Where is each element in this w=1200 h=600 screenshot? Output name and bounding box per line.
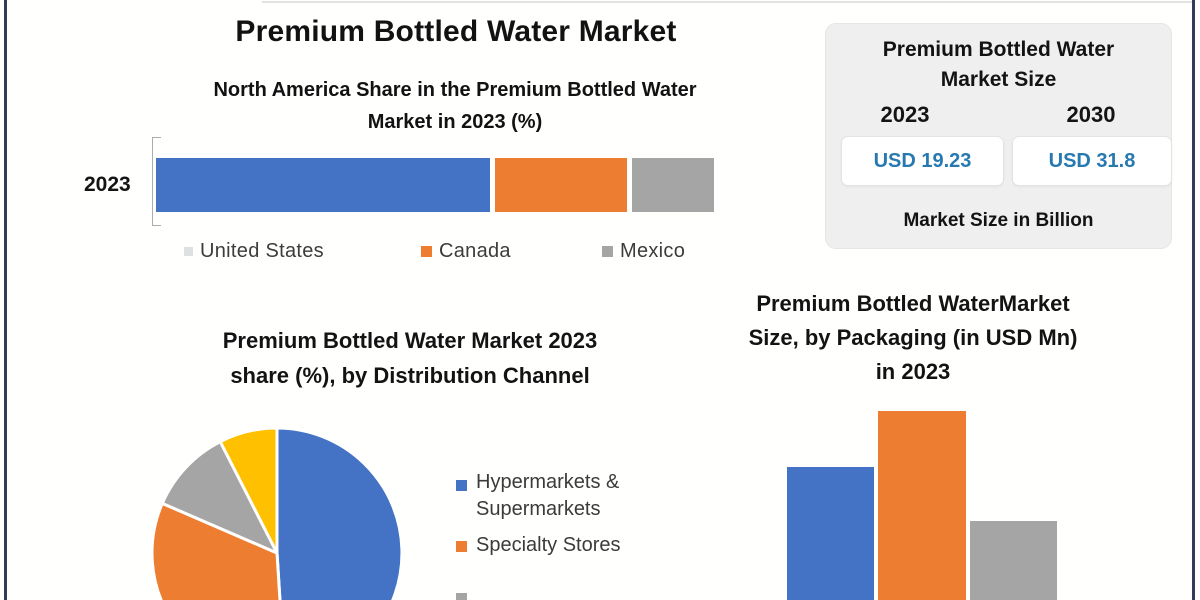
card-year-2030: 2030 xyxy=(1066,102,1116,127)
na-axis-line xyxy=(152,137,153,226)
pie-chart-title-line2: share (%), by Distribution Channel xyxy=(230,363,590,388)
card-value-2030: USD 31.8 xyxy=(1012,136,1172,186)
na-bar-segment-1 xyxy=(156,158,491,212)
na-bar-segment-3 xyxy=(631,158,714,212)
packaging-chart-title-line3: in 2023 xyxy=(875,359,951,384)
mexico-legend-marker xyxy=(602,245,613,257)
na-chart-title-line2: Market in 2023 (%) xyxy=(367,111,543,133)
card-year-2023: 2023 xyxy=(880,102,930,127)
packaging-chart-title-line1: Premium Bottled WaterMarket xyxy=(756,291,1070,316)
canada-legend-marker xyxy=(421,245,432,257)
top-crop-line xyxy=(262,1,1192,3)
market-size-card-title-line2: Market Size xyxy=(940,68,1057,91)
na-axis-tick-top xyxy=(152,137,161,138)
card-footnote: Market Size in Billion xyxy=(903,210,1094,231)
hypermarkets-legend-marker xyxy=(456,480,467,491)
na-axis-category-label: 2023 xyxy=(84,173,131,196)
page-title: Premium Bottled Water Market xyxy=(235,15,677,48)
na-bar-segment-2 xyxy=(495,158,627,212)
market-size-card-title-line1: Premium Bottled Water xyxy=(882,38,1115,61)
specialty-stores-legend-marker xyxy=(456,541,467,552)
left-border-line xyxy=(4,0,7,600)
pie-slice-4 xyxy=(218,426,279,555)
packaging-bar-1 xyxy=(787,467,874,600)
pie-chart-title-line1: Premium Bottled Water Market 2023 xyxy=(222,328,598,353)
distribution-pie xyxy=(150,426,404,600)
packaging-chart-title-line2: Size, by Packaging (in USD Mn) xyxy=(748,325,1078,350)
na-axis-tick-bottom xyxy=(152,225,161,226)
united-states-legend-label: United States xyxy=(200,239,324,262)
na-legend-item-mexico: Mexico xyxy=(602,240,685,262)
packaging-bar-3 xyxy=(970,521,1057,600)
hypermarkets-legend-label: Hypermarkets & Supermarkets xyxy=(476,471,620,520)
united-states-legend-marker xyxy=(184,246,193,256)
market-size-card: Premium Bottled Water Market Size 2023 2… xyxy=(825,23,1172,249)
na-legend-item-canada: Canada xyxy=(421,240,511,262)
specialty-stores-legend-label: Specialty Stores xyxy=(476,534,621,556)
right-border-line xyxy=(1192,0,1195,600)
packaging-bar-2 xyxy=(878,411,966,600)
pie-slice-1 xyxy=(275,426,404,600)
na-chart-title: North America Share in the Premium Bottl… xyxy=(140,74,770,138)
mexico-legend-label: Mexico xyxy=(620,239,686,262)
canada-legend-label: Canada xyxy=(439,239,511,262)
clipped-legend-marker xyxy=(456,593,467,600)
pie-slice-3 xyxy=(160,440,279,555)
pie-chart-title: Premium Bottled Water Market 2023 share … xyxy=(150,323,670,393)
packaging-chart-title: Premium Bottled WaterMarket Size, by Pac… xyxy=(713,287,1113,389)
na-chart-title-line1: North America Share in the Premium Bottl… xyxy=(213,79,697,101)
packaging-bars xyxy=(787,408,1057,600)
na-legend-item-united-states: United States xyxy=(184,240,324,262)
na-share-stacked-bar xyxy=(156,158,714,212)
card-value-2023: USD 19.23 xyxy=(841,136,1004,186)
market-size-card-title: Premium Bottled Water Market Size xyxy=(826,35,1171,95)
pie-slice-2 xyxy=(150,501,282,600)
